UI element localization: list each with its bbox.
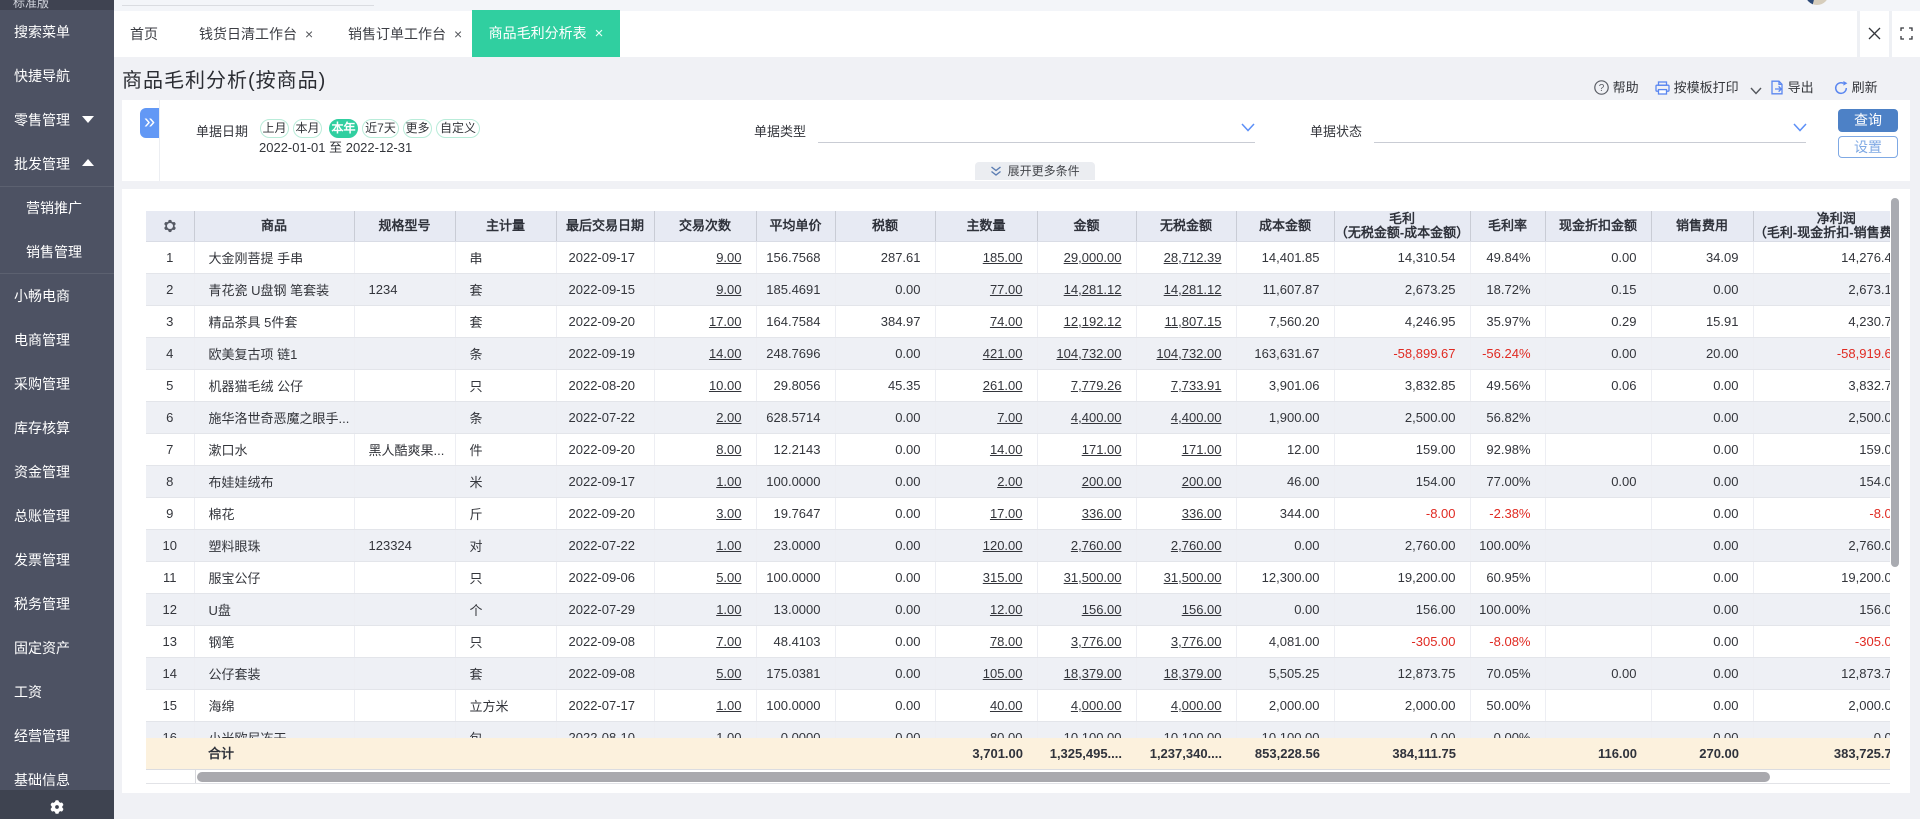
svg-text:?: ? — [1599, 83, 1605, 94]
